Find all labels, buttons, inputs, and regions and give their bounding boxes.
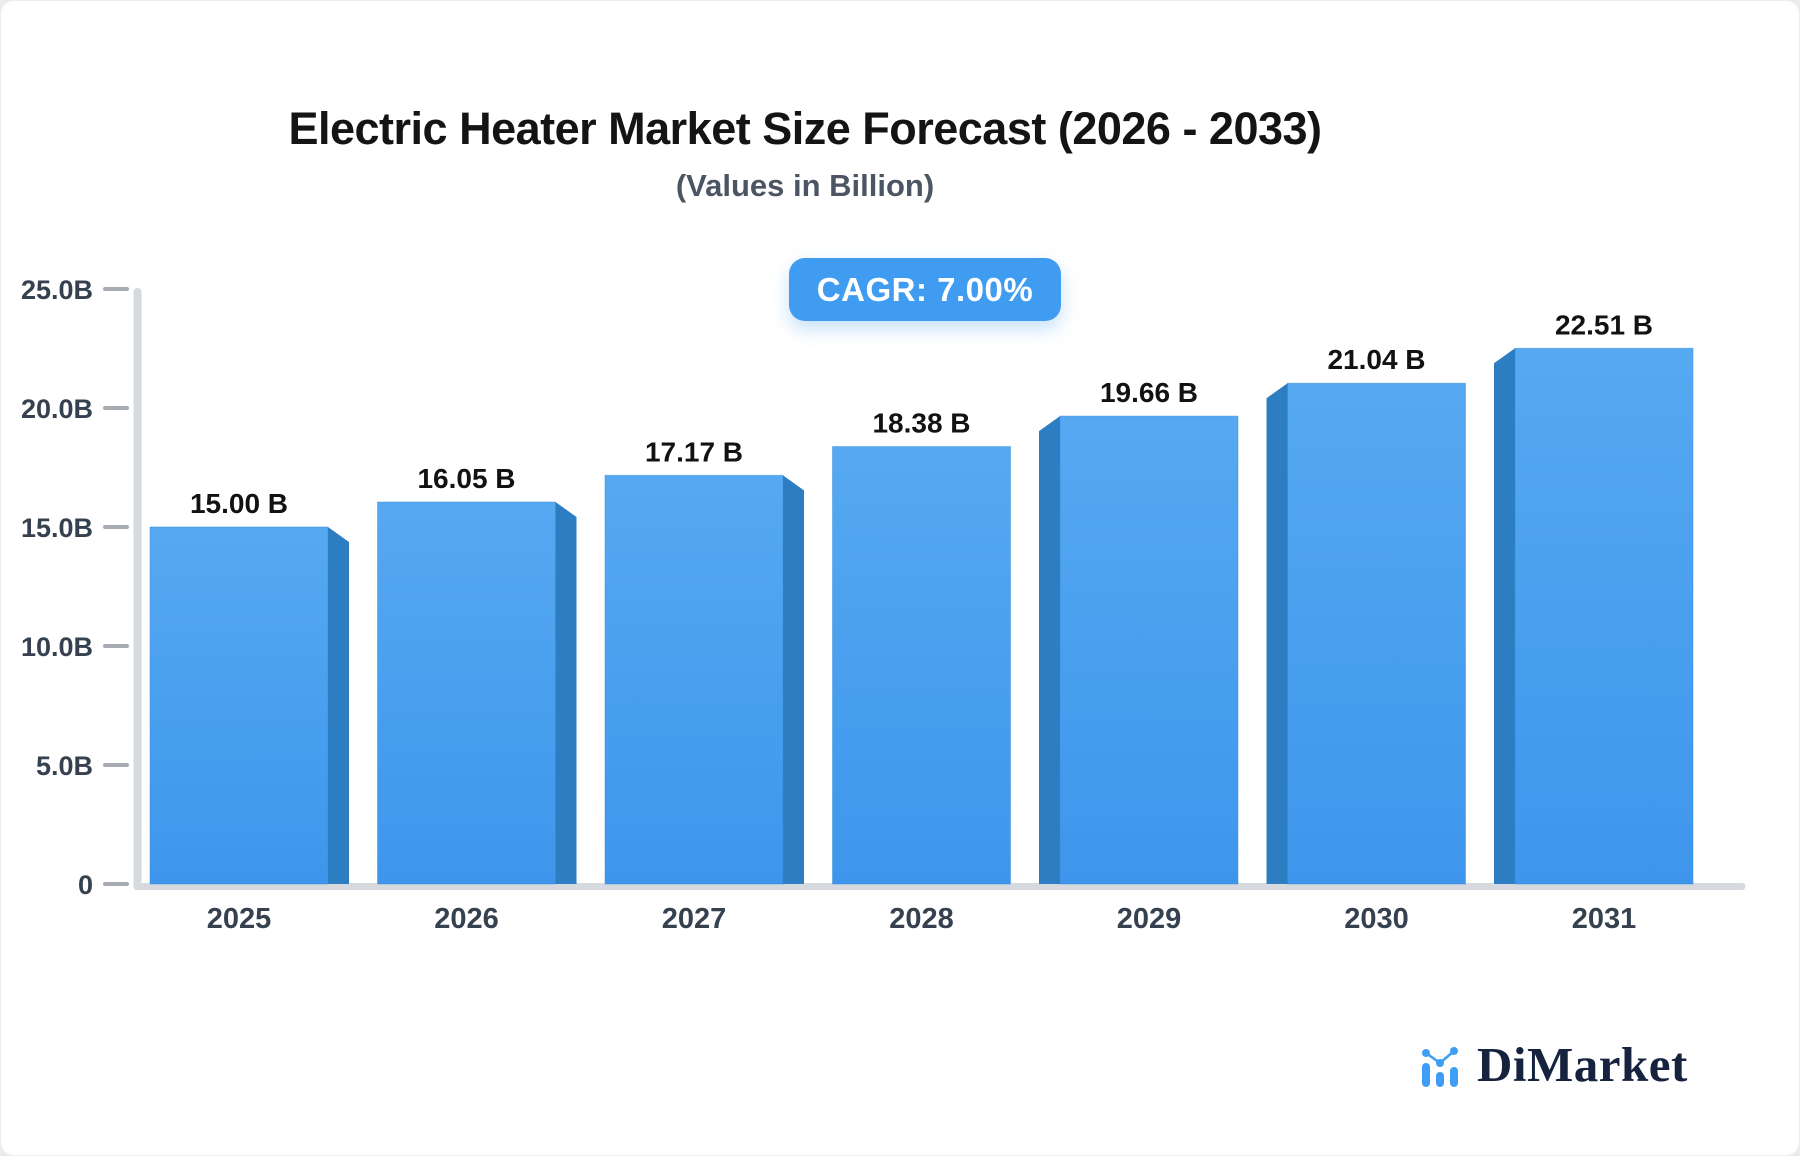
bar-2027: 17.17 B 2027 [604, 436, 804, 935]
bar-value-label: 16.05 B [417, 463, 515, 494]
bar-2030: 21.04 B 2030 [1266, 344, 1466, 935]
bar-main-face [1287, 382, 1466, 885]
bar-side-face [328, 527, 349, 884]
bar-value-label: 22.51 B [1555, 309, 1653, 340]
y-tick-label: 15.0B [21, 513, 93, 543]
chart-title: Electric Heater Market Size Forecast (20… [288, 103, 1322, 154]
logo-bar [1436, 1071, 1444, 1087]
bar-main-face [832, 446, 1011, 885]
y-tick-dash [103, 525, 129, 529]
logo-dot [1436, 1058, 1444, 1067]
x-category-label: 2030 [1344, 903, 1409, 935]
bar-main-face [1059, 415, 1239, 885]
x-axis-line [133, 883, 1746, 890]
logo-bar [1422, 1062, 1430, 1087]
bars-layer: 15.00 B 2025 16.05 B 2026 17.17 B 2027 18.38 B… [149, 309, 1694, 935]
bar-2031: 22.51 B 2031 [1494, 309, 1694, 935]
bar-main-face [1514, 347, 1694, 885]
chart-subtitle: (Values in Billion) [675, 168, 935, 203]
bar-main-face [149, 526, 329, 885]
bar-main-face [604, 474, 784, 885]
dimarket-logo-icon [1422, 1046, 1458, 1087]
logo-dot [1450, 1046, 1458, 1055]
axis-layer: 25.0B 20.0B 15.0B 10.0B 5.0B 0 [21, 275, 1746, 900]
y-tick-dash [103, 763, 129, 767]
cagr-badge: CAGR: 7.00% [789, 258, 1061, 321]
x-category-label: 2028 [889, 903, 954, 935]
y-tick-dash [103, 287, 129, 291]
bar-value-label: 19.66 B [1100, 377, 1198, 408]
logo-bar [1450, 1066, 1458, 1087]
bar-value-label: 15.00 B [190, 488, 288, 519]
y-tick-label: 0 [78, 870, 93, 900]
y-tick-label: 10.0B [21, 632, 93, 662]
bar-main-face [377, 501, 556, 885]
y-tick-dash [103, 406, 129, 410]
y-tick-label: 5.0B [36, 751, 93, 781]
bar-value-label: 18.38 B [872, 408, 970, 439]
bar-side-face [783, 475, 804, 884]
x-category-label: 2029 [1117, 903, 1182, 935]
bar-value-label: 17.17 B [645, 436, 743, 467]
x-category-label: 2027 [662, 903, 727, 935]
brand-logo: DiMarket [1420, 1040, 1688, 1093]
bar-side-face [1494, 348, 1515, 885]
y-axis-line [133, 288, 142, 890]
bar-2025: 15.00 B 2025 [149, 488, 349, 935]
x-category-label: 2025 [207, 903, 272, 935]
x-category-label: 2031 [1572, 903, 1637, 935]
logo-dot [1422, 1048, 1430, 1057]
y-tick-label: 20.0B [21, 394, 93, 424]
y-tick-label: 25.0B [21, 275, 93, 305]
bar-2026: 16.05 B 2026 [377, 463, 577, 935]
bar-2028: 18.38 B 2028 [832, 408, 1011, 935]
x-category-label: 2026 [434, 903, 499, 935]
brand-name: DiMarket [1477, 1037, 1688, 1092]
bar-side-face [555, 502, 577, 884]
y-tick-dash [103, 882, 129, 886]
header: Electric Heater Market Size Forecast (20… [0, 102, 1610, 204]
bar-value-label: 21.04 B [1327, 344, 1425, 375]
bar-2029: 19.66 B 2029 [1039, 377, 1239, 935]
y-tick-dash [103, 644, 129, 648]
bar-side-face [1266, 383, 1288, 884]
bar-side-face [1039, 416, 1060, 884]
